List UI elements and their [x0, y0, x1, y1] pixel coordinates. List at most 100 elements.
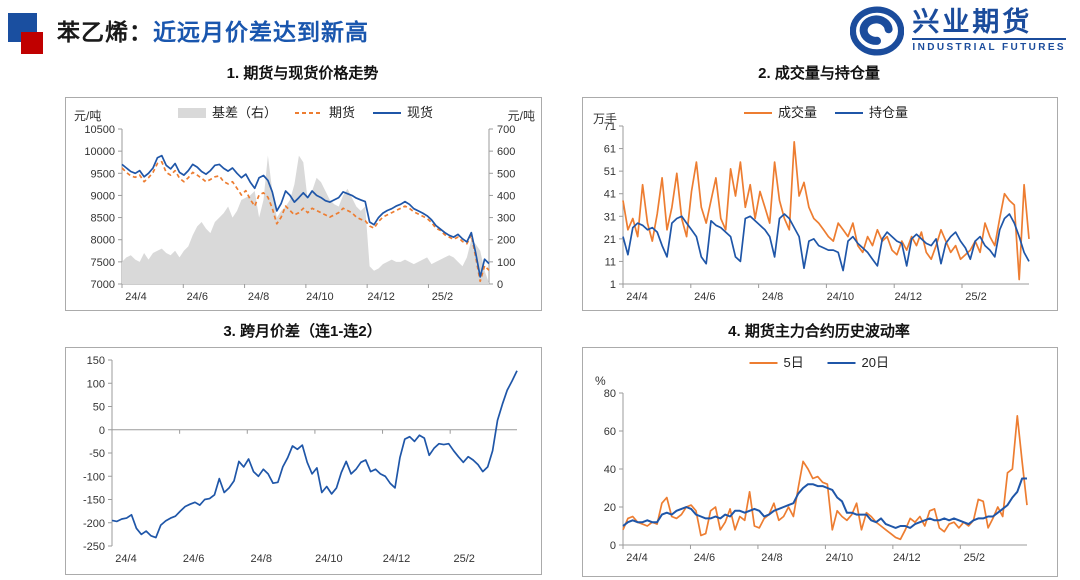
tick-label: 60 [604, 426, 616, 438]
series-0-line [111, 370, 518, 539]
tick-label: 25/2 [453, 553, 474, 565]
tick-label: 9000 [91, 190, 115, 202]
tick-label: -200 [83, 518, 105, 530]
tick-label: 8000 [91, 235, 115, 247]
tick-label: 24/6 [694, 552, 715, 564]
tick-label: 24/8 [248, 291, 269, 303]
page-title-highlight: 近远月价差达到新高 [153, 19, 369, 45]
tick-label: 24/8 [761, 552, 782, 564]
tick-label: 24/8 [762, 291, 783, 303]
tick-label: 100 [87, 378, 105, 390]
tick-label: 5日 [784, 355, 804, 370]
chart-3-title: 3. 跨月价差（连1-连2） [223, 323, 382, 340]
tick-label: 24/12 [383, 553, 411, 565]
tick-label: 24/4 [115, 553, 136, 565]
chart-3-canvas: 150 100 50 0 -50 -100 -150 -200 -250 24/4 24/6 24/8… [83, 355, 518, 565]
tick-label: 25/2 [964, 552, 985, 564]
tick-label: 7500 [91, 257, 115, 269]
tick-label: 24/6 [694, 291, 715, 303]
chart-4-unit-left: % [595, 374, 606, 388]
tick-label: -50 [89, 448, 105, 460]
company-name-en: INDUSTRIAL FUTURES [912, 42, 1066, 53]
tick-label: -100 [83, 471, 105, 483]
series-2-line [121, 154, 490, 278]
tick-label: 现货 [407, 105, 433, 120]
series-0-line [622, 414, 1028, 541]
tick-label: 24/10 [306, 291, 334, 303]
tick-label: 700 [497, 124, 515, 136]
series-1-line [622, 477, 1027, 529]
tick-label: 8500 [91, 213, 115, 225]
tick-label: 150 [87, 355, 105, 367]
tick-label: 31 [604, 211, 616, 223]
tick-label: 24/12 [367, 291, 395, 303]
series-0-line [622, 140, 1030, 281]
tick-label: 24/4 [125, 291, 146, 303]
chart-4-title: 4. 期货主力合约历史波动率 [728, 323, 910, 340]
company-logo-text: 兴业期货 INDUSTRIAL FUTURES [912, 9, 1066, 53]
tick-label: -150 [83, 495, 105, 507]
page-title-topic: 苯乙烯： [57, 19, 153, 45]
chart-1-canvas: 10500 10000 9500 9000 8500 8000 7500 7000 700 600… [84, 105, 515, 303]
series-1-line [121, 160, 490, 283]
tick-label: 10500 [84, 124, 115, 136]
tick-label: 24/8 [251, 553, 272, 565]
tick-label: 24/6 [187, 291, 208, 303]
chart-1-panel: 元/吨 元/吨 10500 10000 9500 9000 8500 8000 7500 70… [65, 97, 542, 311]
tick-label: 7000 [91, 279, 115, 291]
tick-label: 成交量 [778, 105, 817, 120]
tick-label: 24/10 [315, 553, 343, 565]
company-logo: 兴业期货 INDUSTRIAL FUTURES [850, 6, 1066, 56]
tick-label: 40 [604, 464, 616, 476]
tick-label: 24/4 [626, 552, 647, 564]
chart-1-unit-left: 元/吨 [74, 109, 102, 123]
tick-label: 50 [93, 402, 105, 414]
tick-label: 11 [605, 256, 616, 268]
tick-label: 25/2 [965, 291, 986, 303]
tick-label: 20 [604, 502, 616, 514]
tick-label: 80 [604, 388, 616, 400]
series-1-line [622, 213, 1030, 272]
company-logo-swirl-icon [850, 6, 905, 56]
tick-label: 10000 [84, 146, 115, 158]
tick-label: 持仓量 [869, 105, 908, 120]
tick-label: 51 [604, 166, 616, 178]
company-name-cn: 兴业期货 [912, 9, 1066, 40]
page-title: 苯乙烯：近远月价差达到新高 [57, 13, 369, 47]
tick-label: 21 [604, 234, 616, 246]
tick-label: 500 [497, 168, 515, 180]
tick-label: 71 [604, 121, 616, 133]
tick-label: 100 [497, 257, 515, 269]
tick-label: 400 [497, 190, 515, 202]
chart-2-panel: 万手 71 61 51 41 31 21 11 1 24/4 24/6 24/8 24/10 24/12… [582, 97, 1058, 311]
tick-label: 61 [604, 144, 616, 156]
tick-label: 0 [497, 279, 503, 291]
tick-label: 200 [497, 235, 515, 247]
tick-label: 24/12 [893, 552, 921, 564]
tick-label: 24/6 [183, 553, 204, 565]
tick-label: 期货 [329, 105, 355, 120]
chart-2-unit-left: 万手 [593, 112, 618, 126]
tick-label: 1 [610, 279, 616, 291]
tick-label: 41 [604, 189, 616, 201]
tick-label: 300 [497, 213, 515, 225]
brand-square-red-icon [21, 32, 43, 54]
series-0-area [122, 155, 489, 284]
tick-label: 基差（右） [212, 105, 277, 120]
tick-label: 9500 [91, 168, 115, 180]
chart-4-panel: % 80 60 40 20 0 24/4 24/6 24/8 24/10 24/12 25/2 5日 2… [582, 347, 1058, 577]
tick-label: 24/10 [827, 291, 855, 303]
tick-label: 24/10 [826, 552, 854, 564]
chart-4-canvas: 80 60 40 20 0 24/4 24/6 24/8 24/10 24/12 25/2 5日 20日 [604, 355, 1028, 564]
chart-1-unit-right: 元/吨 [507, 109, 535, 123]
legend-swatch-0 [178, 108, 206, 118]
tick-label: 600 [497, 146, 515, 158]
chart-1-title: 1. 期货与现货价格走势 [226, 65, 379, 82]
tick-label: -250 [83, 541, 105, 553]
chart-3-panel: 150 100 50 0 -50 -100 -150 -200 -250 24/4 24/6 24/8… [65, 347, 542, 575]
tick-label: 20日 [862, 355, 889, 370]
chart-2-title: 2. 成交量与持仓量 [758, 65, 880, 82]
tick-label: 0 [99, 425, 105, 437]
